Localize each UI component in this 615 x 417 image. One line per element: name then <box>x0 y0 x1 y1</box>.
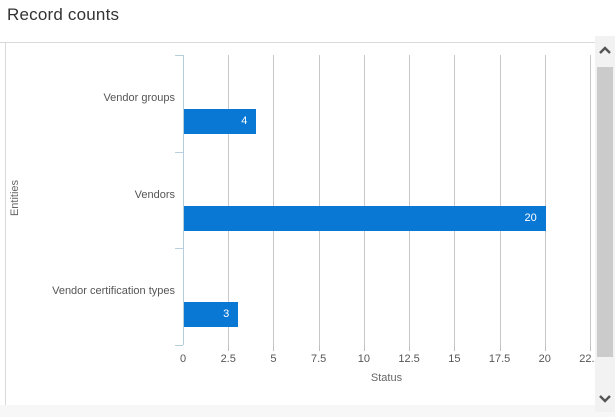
bar: 20 <box>184 205 546 231</box>
scrollbar-thumb[interactable] <box>597 67 613 357</box>
x-axis-tick <box>363 345 365 351</box>
chevron-up-icon <box>599 45 611 54</box>
bar: 3 <box>184 302 239 328</box>
x-tick-label: 5 <box>270 353 277 365</box>
x-tick-label: 0 <box>179 353 187 365</box>
gridline <box>454 55 456 345</box>
category-label: Vendors <box>134 188 175 201</box>
x-axis-tick <box>499 345 501 351</box>
category-boundary-tick <box>175 248 183 250</box>
header-divider <box>0 42 615 43</box>
x-tick-label: 7.5 <box>311 353 327 365</box>
gridline <box>318 55 320 345</box>
chevron-down-icon <box>599 394 611 403</box>
x-tick-label: 2.5 <box>220 353 236 365</box>
x-tick-label: 10 <box>357 353 370 365</box>
x-axis-tick <box>454 345 456 351</box>
bar-value-label: 20 <box>524 211 537 224</box>
x-tick-label: 15 <box>448 353 461 365</box>
bar: 4 <box>184 109 257 134</box>
x-tick-label: 17.5 <box>488 353 511 365</box>
x-tick-label: 20 <box>538 353 551 365</box>
category-label: Vendor groups <box>103 92 175 104</box>
page-background-strip <box>0 405 615 417</box>
x-tick-label: 12.5 <box>398 353 420 365</box>
bar-value-label: 4 <box>241 115 248 127</box>
page-title: Record counts <box>7 5 120 24</box>
bar-value-label: 3 <box>223 308 230 321</box>
x-axis-tick <box>273 345 275 351</box>
vertical-scrollbar[interactable] <box>595 36 615 412</box>
x-tick-label: 22.5 <box>579 353 595 365</box>
gridline <box>363 55 365 345</box>
gridline <box>409 55 411 345</box>
category-boundary-tick <box>175 345 183 346</box>
chart-panel: 0 2.5 5 7.5 10 12.5 15 17.5 20 22.5 Vendor groups 4… <box>5 43 595 405</box>
category-label: Vendor certification types <box>52 285 175 298</box>
x-axis-tick <box>590 345 591 351</box>
scroll-up-button[interactable] <box>595 38 615 62</box>
gridline <box>499 55 501 345</box>
x-axis-tick <box>228 345 230 351</box>
category-boundary-tick <box>175 151 183 153</box>
value-axis-line <box>183 55 184 345</box>
category-boundary-tick <box>175 55 183 56</box>
x-axis-tick <box>318 345 320 351</box>
gridline <box>590 55 591 345</box>
scroll-down-button[interactable] <box>595 386 615 410</box>
x-axis-title: Status <box>370 372 403 384</box>
gridline <box>544 55 546 345</box>
x-axis-tick <box>409 345 411 351</box>
y-axis-title: Entities <box>9 179 21 217</box>
gridline <box>228 55 230 345</box>
x-axis-tick <box>544 345 546 351</box>
gridline <box>273 55 275 345</box>
